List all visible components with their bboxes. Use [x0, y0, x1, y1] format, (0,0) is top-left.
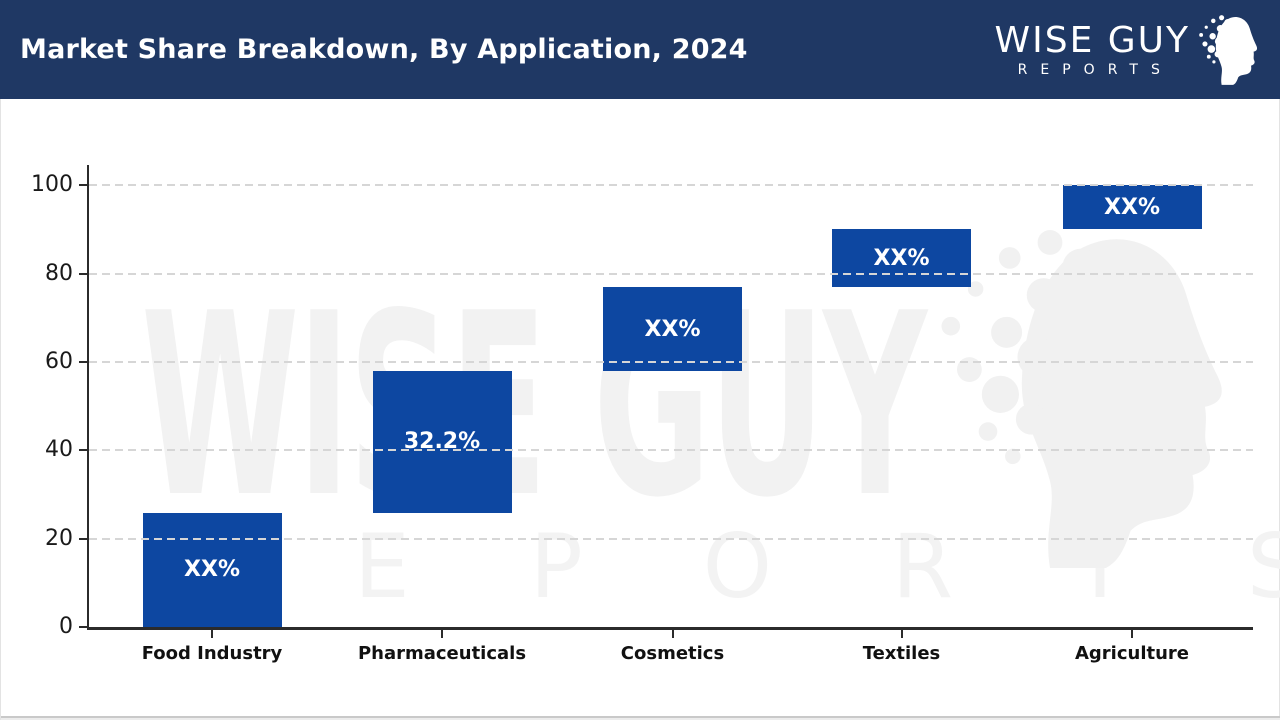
y-tick-label-20: 20: [45, 525, 73, 551]
bar-value-label: XX%: [1104, 194, 1160, 220]
bar-value-label: XX%: [644, 316, 701, 342]
bottom-border-pad: [1, 718, 1280, 720]
logo-text: WISE GUY REPORTS: [994, 19, 1191, 78]
bar-value-label: XX%: [184, 557, 240, 583]
gridline-y-40: [89, 449, 1253, 452]
page-title: Market Share Breakdown, By Application, …: [20, 34, 748, 65]
bar-pharmaceuticals: 32.2%: [372, 370, 512, 513]
y-tick-label-100: 100: [31, 172, 73, 198]
x-category-label-1: Pharmaceuticals: [357, 643, 527, 664]
bar-agriculture: XX%: [1062, 185, 1202, 230]
x-category-label-4: Agriculture: [1074, 643, 1190, 664]
bar-textiles: XX%: [832, 229, 971, 288]
x-category-label-0: Food Industry: [141, 643, 283, 664]
logo-face-icon: [1199, 14, 1258, 85]
x-tickmark-2: [671, 629, 674, 638]
y-tickmark-40: [79, 449, 87, 452]
x-tickmark-3: [900, 629, 903, 638]
chart-canvas: WISE GUY R E P O R T S XX% 32.2% XX% XX% XX%…: [0, 99, 1280, 720]
logo-wise-guy-text: WISE GUY: [994, 19, 1190, 61]
y-tick-label-80: 80: [45, 260, 73, 286]
y-tick-label-40: 40: [45, 437, 73, 463]
wise-guy-reports-logo: WISE GUY REPORTS: [995, 8, 1261, 92]
bar-value-label: XX%: [873, 245, 930, 271]
x-category-label-2: Cosmetics: [620, 643, 725, 664]
y-tickmark-20: [79, 537, 87, 540]
x-category-label-3: Textiles: [862, 643, 941, 664]
watermark-wise-guy: WISE GUY: [141, 260, 927, 553]
bottom-border-line: [1, 716, 1280, 718]
x-axis-spine: [87, 627, 1253, 630]
y-axis-spine: [87, 165, 89, 629]
x-tickmark-1: [441, 629, 443, 638]
watermark-face-icon: [941, 230, 1222, 568]
x-tickmark-4: [1131, 629, 1133, 638]
bar-food-industry: XX%: [142, 513, 282, 627]
logo-reports-text: REPORTS: [1017, 61, 1173, 78]
y-tickmark-100: [79, 184, 87, 187]
bar-cosmetics: XX%: [603, 287, 742, 371]
plot-area: XX% 32.2% XX% XX% XX% 0 20 40 60 80 100 Food Indust…: [1, 99, 1280, 720]
header-bar: Market Share Breakdown, By Application, …: [0, 0, 1280, 99]
gridline-y-80: [89, 272, 1253, 275]
gridline-y-20: [89, 537, 1253, 540]
gridline-y-100: [89, 184, 1253, 187]
y-tick-label-0: 0: [59, 614, 73, 639]
y-tickmark-0: [79, 626, 87, 628]
gridline-y-60: [89, 360, 1253, 363]
y-tick-label-60: 60: [45, 348, 73, 374]
x-tickmark-0: [211, 629, 213, 638]
y-tickmark-60: [79, 360, 87, 363]
y-tickmark-80: [79, 272, 87, 275]
